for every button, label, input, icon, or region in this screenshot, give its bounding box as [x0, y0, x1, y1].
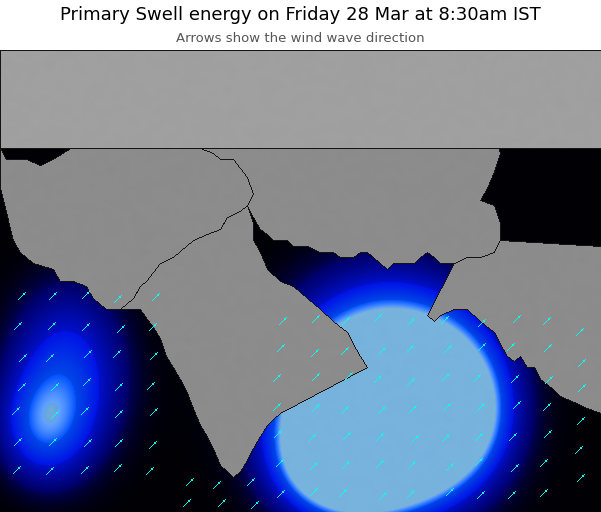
Text: Primary Swell energy on Friday 28 Mar at 8:30am IST: Primary Swell energy on Friday 28 Mar at…: [60, 6, 541, 24]
Text: Arrows show the wind wave direction: Arrows show the wind wave direction: [176, 32, 425, 46]
